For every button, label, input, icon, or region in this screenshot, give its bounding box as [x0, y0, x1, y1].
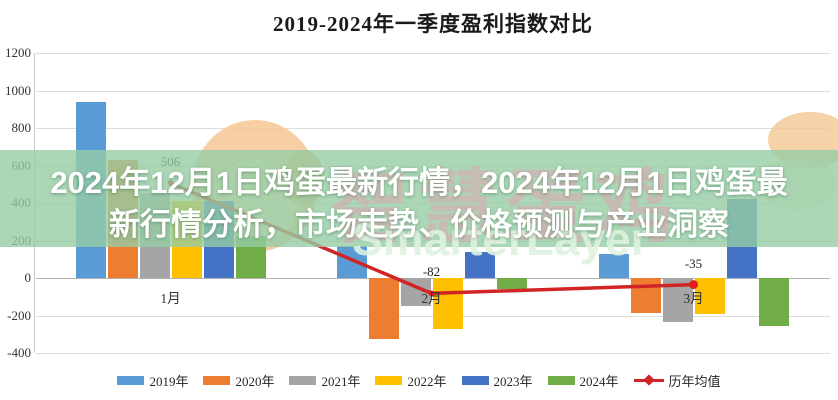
headline-line-2: 新行情分析，市场走势、价格预测与产业洞察 [109, 207, 729, 242]
y-axis-tick-label: -400 [7, 345, 31, 360]
legend-label: 2019年 [149, 373, 189, 389]
legend-line-icon [633, 373, 664, 386]
legend-item-2021年: 2021年 [289, 371, 360, 390]
legend-label: 2021年 [321, 373, 361, 389]
legend-swatch-icon [203, 375, 231, 385]
bar-2020年-3月 [630, 278, 661, 313]
y-axis-tick-label: -200 [7, 307, 31, 323]
headline-banner-overlay: 智慧蛋鸡 SmarterLayer 2024年12月1日鸡蛋最新行情，2024年… [0, 150, 838, 265]
bar-2024年-2月 [496, 278, 527, 290]
legend-item-历年均值: 历年均值 [633, 371, 721, 390]
headline-text: 2024年12月1日鸡蛋最新行情，2024年12月1日鸡蛋最 新行情分析，市场走… [0, 150, 838, 246]
legend-item-2020年: 2020年 [203, 371, 274, 390]
legend-label: 2024年 [579, 373, 619, 389]
data-label-2月: -82 [422, 264, 441, 280]
legend-label: 2020年 [235, 373, 275, 389]
y-axis-tick-label: 1200 [5, 45, 31, 60]
x-axis-label-2月: 2月 [421, 291, 442, 306]
bar-2020年-2月 [368, 278, 399, 339]
legend-label: 2022年 [407, 373, 447, 389]
gridline-1000 [36, 90, 830, 92]
legend-label: 2023年 [493, 373, 533, 389]
legend-swatch-icon [117, 375, 145, 385]
legend-label: 历年均值 [668, 373, 721, 389]
gridline-1200 [36, 53, 830, 54]
y-axis-tick-label: 0 [24, 270, 32, 285]
y-axis-tick-label: 1000 [5, 82, 31, 98]
x-axis-label-1月: 1月 [160, 291, 181, 306]
headline-line-1: 2024年12月1日鸡蛋最新行情，2024年12月1日鸡蛋最 [50, 165, 788, 200]
chart-legend: 2019年 2020年 2021年 2022年 2023年 2024年 历年均值 [0, 369, 838, 391]
gridline--400 [36, 353, 830, 354]
x-axis-label-3月: 3月 [683, 291, 704, 306]
y-axis-tick-label: 800 [11, 120, 32, 135]
legend-item-2024年: 2024年 [547, 371, 619, 390]
legend-swatch-icon [461, 375, 489, 385]
legend-item-2022年: 2022年 [375, 371, 447, 390]
legend-item-2019年: 2019年 [117, 371, 188, 390]
legend-swatch-icon [289, 375, 317, 385]
legend-swatch-icon [547, 375, 575, 385]
legend-diamond-marker-icon [642, 373, 655, 386]
gridline-800 [36, 128, 830, 129]
chart-title: 2019-2024年一季度盈利指数对比 [273, 12, 593, 36]
legend-item-2023年: 2023年 [461, 371, 533, 390]
legend-swatch-icon [375, 375, 403, 385]
bar-2022年-3月 [694, 278, 725, 314]
bar-2024年-3月 [758, 278, 789, 326]
